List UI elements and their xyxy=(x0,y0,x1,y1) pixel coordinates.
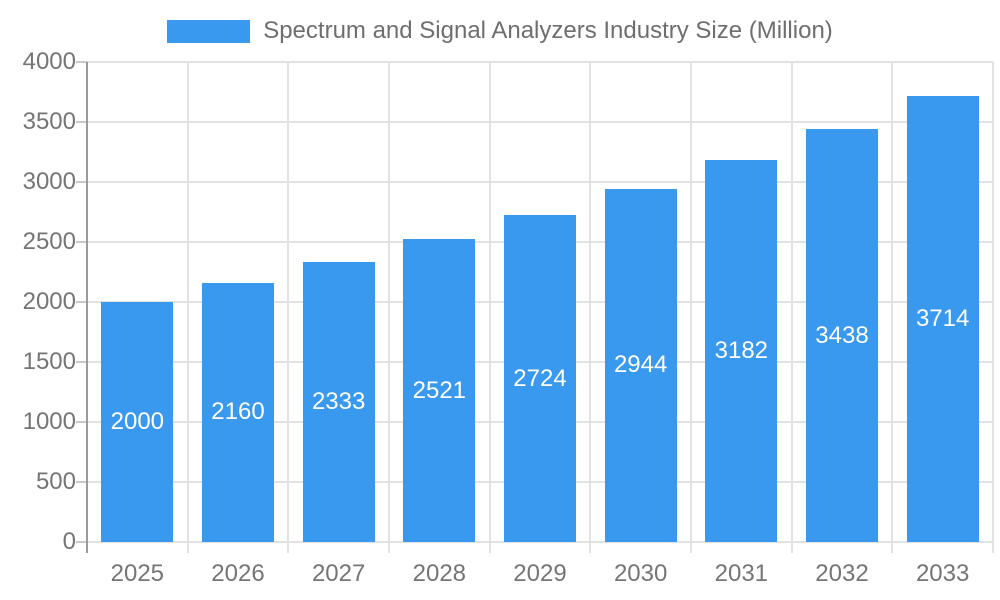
x-tick-label: 2028 xyxy=(412,560,467,587)
v-gridline xyxy=(790,62,793,553)
x-tick-label: 2032 xyxy=(815,560,869,587)
v-gridline xyxy=(992,62,994,553)
bar-value-label: 3438 xyxy=(815,321,869,349)
y-tick-mark xyxy=(76,421,87,423)
y-tick-mark xyxy=(76,121,87,123)
bar-value-label: 2000 xyxy=(110,408,165,435)
x-tick-label: 2033 xyxy=(915,560,970,587)
x-tick-label: 2025 xyxy=(110,560,165,587)
bar-2033[interactable]: 3714 xyxy=(906,96,979,542)
v-gridline xyxy=(690,62,692,553)
y-tick-label: 1000 xyxy=(22,408,76,435)
h-gridline xyxy=(87,61,993,63)
bar-value-label: 2521 xyxy=(412,376,467,404)
legend-swatch-icon xyxy=(167,19,251,43)
y-tick-label: 4000 xyxy=(22,48,76,75)
y-tick-label: 0 xyxy=(62,528,76,555)
bar-value-label: 2724 xyxy=(513,364,567,392)
y-tick-mark xyxy=(76,361,87,363)
y-tick-label: 3000 xyxy=(22,168,76,195)
bar-2026[interactable]: 2160 xyxy=(202,282,274,542)
x-tick-label: 2026 xyxy=(211,560,265,587)
v-gridline xyxy=(488,62,491,553)
bar-value-label: 3182 xyxy=(714,337,769,365)
v-gridline xyxy=(388,62,390,553)
y-tick-mark xyxy=(76,481,87,483)
bar-2028[interactable]: 2521 xyxy=(403,239,476,542)
x-tick-label: 2031 xyxy=(714,560,769,587)
y-tick-label: 500 xyxy=(35,468,76,495)
x-axis-labels: 2025 2026 2027 2028 2029 2030 2031 2032 2033 xyxy=(0,561,1000,589)
bar-2027[interactable]: 2333 xyxy=(302,262,375,542)
bar-2029[interactable]: 2724 xyxy=(504,215,576,542)
y-tick-label: 3500 xyxy=(22,108,76,135)
y-tick-label: 2500 xyxy=(22,228,76,255)
bar-2032[interactable]: 3438 xyxy=(806,129,878,542)
x-tick-label: 2029 xyxy=(513,560,567,587)
h-gridline xyxy=(87,541,993,543)
legend-label: Spectrum and Signal Analyzers Industry S… xyxy=(263,17,833,44)
v-gridline xyxy=(186,62,189,553)
y-axis-labels: 0 500 1000 1500 2000 2500 3000 3500 4000 xyxy=(0,49,76,555)
v-gridline xyxy=(891,62,894,553)
bar-2031[interactable]: 3182 xyxy=(705,160,778,542)
y-tick-label: 2000 xyxy=(22,288,76,315)
h-gridline xyxy=(87,121,993,123)
y-tick-mark xyxy=(76,541,87,543)
y-tick-label: 1500 xyxy=(22,348,76,375)
x-tick-label: 2027 xyxy=(311,560,366,587)
y-tick-mark xyxy=(76,241,87,243)
y-tick-mark xyxy=(76,181,87,183)
y-axis-line xyxy=(86,62,88,553)
v-gridline xyxy=(589,62,592,553)
bar-2025[interactable]: 2000 xyxy=(101,302,174,542)
x-tick-label: 2030 xyxy=(613,560,668,587)
bar-value-label: 2333 xyxy=(311,388,366,416)
bar-value-label: 2160 xyxy=(211,398,265,426)
plot-area: 2000 2160 2333 2521 2724 2944 3182 3438 3714 xyxy=(76,61,994,553)
y-tick-mark xyxy=(76,61,87,63)
legend[interactable]: Spectrum and Signal Analyzers Industry S… xyxy=(0,17,1000,45)
h-gridline xyxy=(87,181,993,183)
bar-value-label: 2944 xyxy=(613,351,668,379)
bar-value-label: 3714 xyxy=(915,305,970,333)
y-tick-mark xyxy=(76,301,87,303)
bar-2030[interactable]: 2944 xyxy=(604,188,677,542)
v-gridline xyxy=(287,62,290,553)
